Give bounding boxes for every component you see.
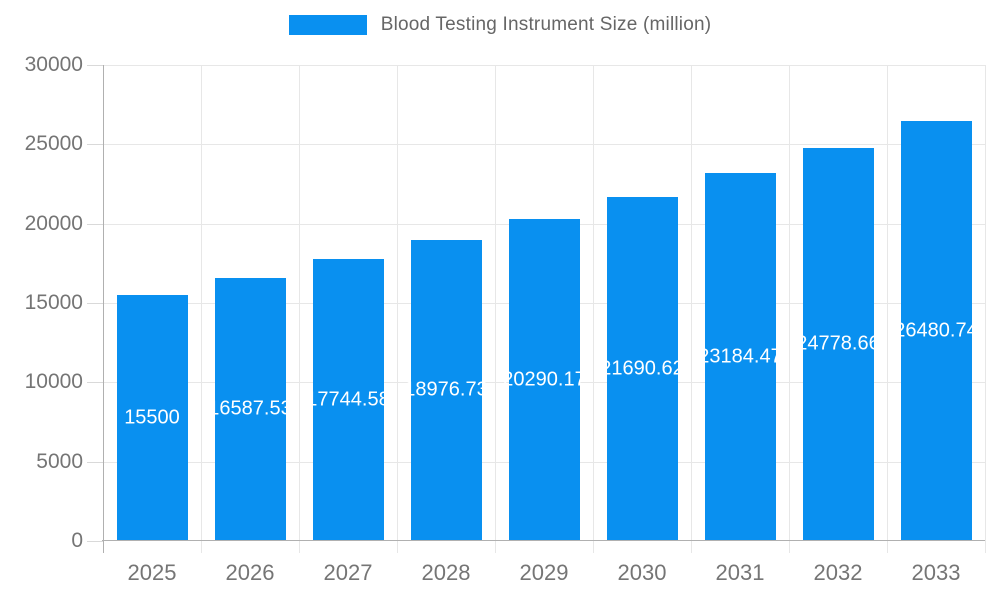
y-tick-label: 5000 — [36, 449, 83, 473]
y-axis-tick — [87, 461, 103, 463]
x-tick-label: 2032 — [813, 560, 863, 585]
bar-value-label: 24778.66 — [796, 332, 880, 355]
x-axis-tick — [593, 541, 594, 553]
bar[interactable] — [312, 259, 384, 541]
y-axis-tick — [87, 382, 103, 384]
legend: Blood Testing Instrument Size (million) — [0, 14, 1000, 36]
bar-value-label: 20290.17 — [502, 368, 586, 391]
bar[interactable] — [606, 196, 678, 541]
v-gridline — [397, 65, 398, 541]
v-gridline — [691, 65, 692, 541]
y-tick-label: 20000 — [24, 211, 83, 235]
x-axis-tick — [691, 541, 692, 553]
h-gridline — [103, 65, 985, 66]
v-gridline — [593, 65, 594, 541]
x-axis-tick — [299, 541, 300, 553]
bar-value-label: 23184.47 — [698, 345, 782, 368]
y-axis-tick — [87, 65, 103, 66]
bar-value-label: 26480.74 — [894, 319, 978, 342]
bar-value-label: 17744.58 — [306, 388, 390, 411]
v-gridline — [495, 65, 496, 541]
bar-value-label: 18976.73 — [404, 378, 488, 401]
x-axis-line — [102, 540, 985, 541]
x-tick-label: 2033 — [911, 560, 961, 585]
x-axis-tick — [397, 541, 398, 553]
legend-color-swatch — [288, 15, 367, 35]
bar[interactable] — [410, 239, 482, 541]
x-tick-label: 2030 — [617, 560, 667, 585]
x-axis-tick — [495, 541, 496, 553]
bar[interactable] — [214, 277, 286, 541]
y-axis-tick — [87, 144, 103, 146]
y-tick-label: 15000 — [24, 291, 83, 314]
bar-value-label: 15500 — [124, 406, 180, 429]
x-axis-tick — [789, 541, 790, 553]
x-axis-tick — [985, 541, 986, 553]
y-tick-label: 0 — [71, 529, 83, 552]
x-axis-tick — [887, 541, 888, 553]
y-tick-label: 30000 — [24, 53, 83, 76]
y-axis-tick — [87, 223, 103, 225]
bar[interactable] — [802, 147, 874, 541]
x-tick-label: 2029 — [519, 560, 569, 585]
legend-series-label: Blood Testing Instrument Size (million) — [380, 14, 712, 35]
y-tick-label: 10000 — [24, 370, 83, 394]
v-gridline — [985, 65, 986, 541]
y-axis-tick — [87, 541, 103, 542]
x-tick-label: 2026 — [225, 560, 275, 585]
bar[interactable] — [704, 173, 776, 541]
y-axis-tick — [87, 303, 103, 304]
y-axis-line — [103, 65, 104, 553]
x-tick-label: 2028 — [421, 560, 471, 585]
x-tick-label: 2025 — [127, 560, 177, 585]
v-gridline — [299, 65, 300, 541]
bar-value-label: 21690.62 — [600, 357, 684, 380]
x-tick-label: 2027 — [323, 560, 373, 585]
y-tick-label: 25000 — [24, 132, 83, 156]
bar[interactable] — [116, 295, 188, 541]
x-tick-label: 2031 — [715, 560, 765, 585]
v-gridline — [789, 65, 790, 541]
bar[interactable] — [900, 120, 972, 541]
h-gridline — [103, 144, 985, 146]
bar-value-label: 16587.53 — [208, 397, 292, 420]
x-axis-tick — [201, 541, 202, 553]
v-gridline — [887, 65, 888, 541]
v-gridline — [201, 65, 202, 541]
bar[interactable] — [508, 219, 580, 541]
plot-area: 0 5000 10000 15000 20000 25000 30000 15500 2025 1… — [25, 53, 986, 585]
